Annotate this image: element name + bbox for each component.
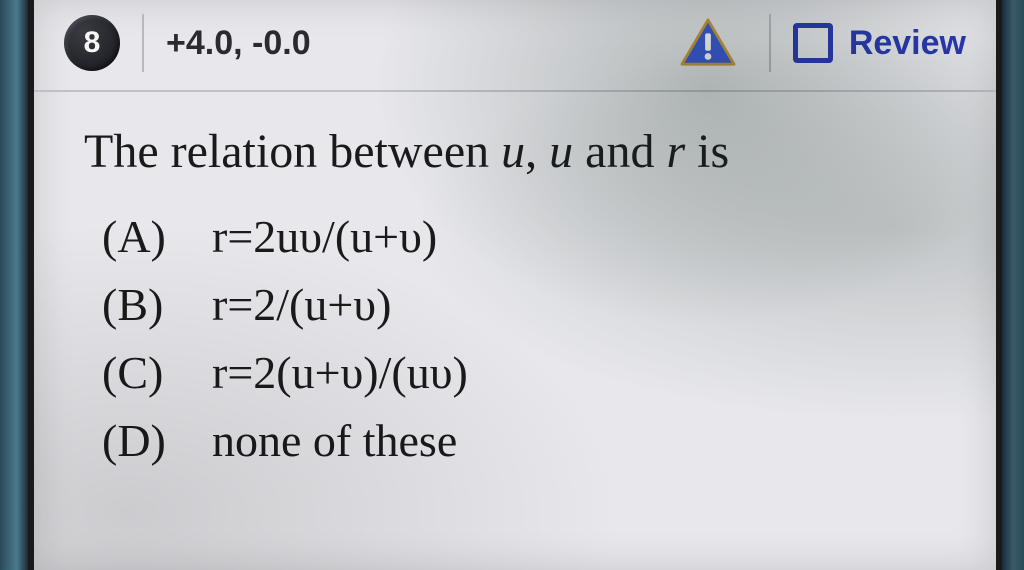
- option-label: (C): [102, 342, 212, 404]
- question-stem: The relation between u, u and r is: [84, 122, 946, 182]
- warning-icon[interactable]: [679, 18, 737, 68]
- header-divider-1: [142, 14, 144, 72]
- question-text-prefix: The relation between: [84, 125, 501, 178]
- option-a[interactable]: (A) r=2uυ/(u+υ): [102, 206, 946, 268]
- option-label: (A): [102, 206, 212, 268]
- question-content: The relation between u, u and r is (A) r…: [34, 92, 996, 498]
- option-value: r=2(u+υ)/(uυ): [212, 342, 946, 404]
- question-header: 8 +4.0, -0.0 Review: [34, 0, 996, 92]
- question-mid: and: [573, 125, 666, 178]
- question-number-badge: 8: [64, 15, 120, 71]
- option-value: r=2uυ/(u+υ): [212, 206, 946, 268]
- device-right-edge: [1002, 0, 1024, 570]
- question-suffix: is: [685, 125, 729, 178]
- question-var-2: u: [549, 125, 573, 178]
- question-sep-1: ,: [525, 125, 549, 178]
- options-list: (A) r=2uυ/(u+υ) (B) r=2/(u+υ) (C) r=2(u+…: [84, 206, 946, 472]
- option-b[interactable]: (B) r=2/(u+υ): [102, 274, 946, 336]
- option-d[interactable]: (D) none of these: [102, 410, 946, 472]
- screen: 8 +4.0, -0.0 Review The relation between…: [28, 0, 1002, 570]
- option-value: none of these: [212, 410, 946, 472]
- question-var-1: u: [501, 125, 525, 178]
- question-var-3: r: [666, 125, 685, 178]
- review-label[interactable]: Review: [849, 24, 966, 63]
- device-left-edge: [0, 0, 28, 570]
- review-checkbox[interactable]: [793, 23, 833, 63]
- option-c[interactable]: (C) r=2(u+υ)/(uυ): [102, 342, 946, 404]
- score-display: +4.0, -0.0: [166, 24, 679, 63]
- option-label: (B): [102, 274, 212, 336]
- header-divider-2: [769, 14, 771, 72]
- option-value: r=2/(u+υ): [212, 274, 946, 336]
- option-label: (D): [102, 410, 212, 472]
